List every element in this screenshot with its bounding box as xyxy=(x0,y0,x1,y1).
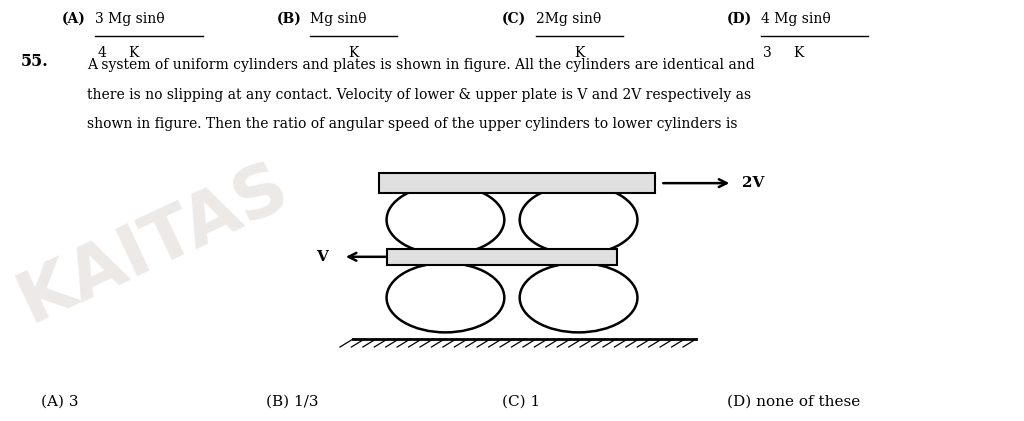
Text: KAITAS: KAITAS xyxy=(7,152,300,337)
Text: K: K xyxy=(128,45,138,60)
Text: V: V xyxy=(315,250,328,264)
Ellipse shape xyxy=(519,263,637,333)
Text: 55.: 55. xyxy=(20,53,48,69)
Ellipse shape xyxy=(386,263,504,333)
Text: K: K xyxy=(573,45,585,60)
Text: (C): (C) xyxy=(502,12,526,26)
Bar xyxy=(387,249,616,265)
Text: (D): (D) xyxy=(727,12,753,26)
Ellipse shape xyxy=(386,185,504,254)
Text: A system of uniform cylinders and plates is shown in figure. All the cylinders a: A system of uniform cylinders and plates… xyxy=(87,58,755,72)
Text: (D) none of these: (D) none of these xyxy=(727,395,860,409)
Text: there is no slipping at any contact. Velocity of lower & upper plate is V and 2V: there is no slipping at any contact. Vel… xyxy=(87,88,752,102)
Text: shown in figure. Then the ratio of angular speed of the upper cylinders to lower: shown in figure. Then the ratio of angul… xyxy=(87,117,737,131)
Text: 3 Mg sinθ: 3 Mg sinθ xyxy=(95,12,165,26)
Text: (B) 1/3: (B) 1/3 xyxy=(266,395,318,409)
Text: (C) 1: (C) 1 xyxy=(502,395,540,409)
Text: 2Mg sinθ: 2Mg sinθ xyxy=(536,12,601,26)
Text: 2V: 2V xyxy=(742,176,765,190)
Text: K: K xyxy=(794,45,804,60)
Ellipse shape xyxy=(519,185,637,254)
Text: 3: 3 xyxy=(763,45,772,60)
Text: Mg sinθ: Mg sinθ xyxy=(310,12,367,26)
Text: K: K xyxy=(348,45,359,60)
Text: (A) 3: (A) 3 xyxy=(41,395,79,409)
Text: (B): (B) xyxy=(276,12,301,26)
Bar xyxy=(379,173,655,193)
Text: 4 Mg sinθ: 4 Mg sinθ xyxy=(761,12,830,26)
Text: (A): (A) xyxy=(61,12,85,26)
Text: 4: 4 xyxy=(97,45,106,60)
